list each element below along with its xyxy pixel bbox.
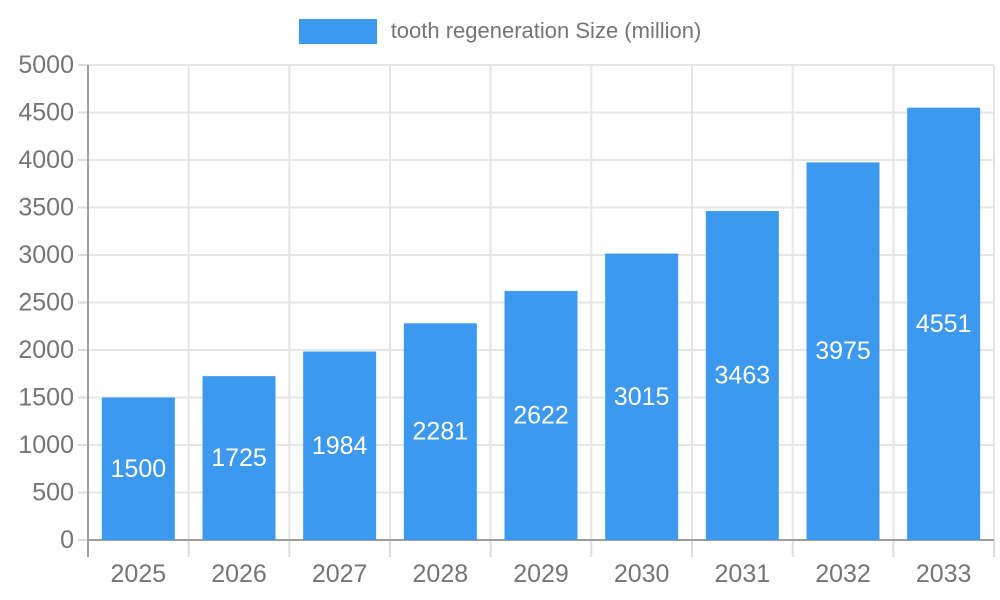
legend-label: tooth regeneration Size (million) [390, 18, 702, 43]
bar-value-label-2028: 2281 [413, 418, 469, 446]
x-axis-label-2030: 2030 [614, 560, 670, 588]
y-axis-label-500: 500 [32, 479, 74, 507]
x-axis-label-2026: 2026 [211, 560, 267, 588]
y-axis-label-5000: 5000 [18, 51, 74, 79]
legend-swatch [298, 18, 377, 44]
x-axis-label-2029: 2029 [513, 560, 569, 588]
bar-value-label-2025: 1500 [111, 455, 167, 483]
y-axis-label-3000: 3000 [18, 241, 74, 269]
y-axis-label-4500: 4500 [18, 99, 74, 127]
x-axis-label-2031: 2031 [715, 560, 771, 588]
x-axis-label-2028: 2028 [413, 560, 469, 588]
y-axis-label-3500: 3500 [18, 194, 74, 222]
y-axis-label-1500: 1500 [18, 384, 74, 412]
bar-2033 [907, 107, 981, 540]
y-axis-label-2500: 2500 [18, 289, 74, 317]
bar-value-label-2029: 2622 [513, 401, 569, 429]
bar-2032 [806, 162, 880, 540]
bar-value-label-2033: 4551 [916, 310, 972, 338]
bar-2027 [303, 351, 377, 540]
x-axis-label-2032: 2032 [815, 560, 871, 588]
y-axis-label-0: 0 [60, 526, 74, 554]
x-axis-label-2033: 2033 [916, 560, 972, 588]
bar-value-label-2032: 3975 [815, 337, 871, 365]
bar-2026 [202, 376, 276, 540]
bar-2025 [101, 397, 175, 540]
bar-2029 [504, 290, 578, 540]
y-axis-label-4000: 4000 [18, 146, 74, 174]
bar-value-label-2026: 1725 [211, 444, 267, 472]
bar-value-label-2027: 1984 [312, 432, 368, 460]
x-axis-label-2027: 2027 [312, 560, 368, 588]
bar-2028 [403, 323, 477, 540]
bar-value-label-2031: 3463 [715, 362, 771, 390]
bar-value-label-2030: 3015 [614, 383, 670, 411]
bar-2031 [705, 211, 779, 540]
y-axis-label-1000: 1000 [18, 431, 74, 459]
y-axis-label-2000: 2000 [18, 336, 74, 364]
x-axis-label-2025: 2025 [111, 560, 167, 588]
legend: tooth regeneration Size (million) [0, 17, 1000, 45]
bar-2030 [605, 253, 679, 540]
